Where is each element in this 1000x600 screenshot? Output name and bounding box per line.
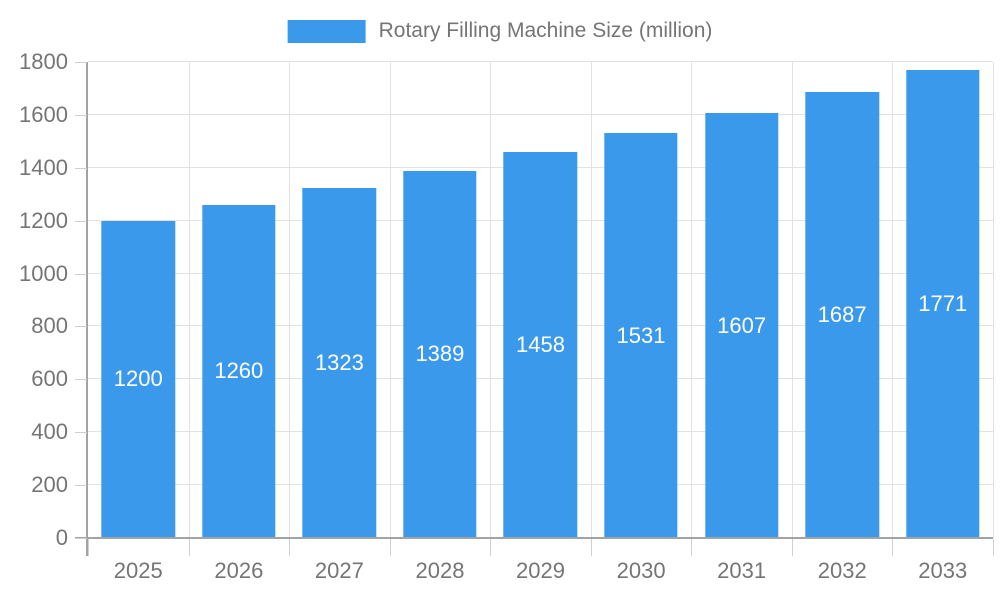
x-tick-mark (389, 539, 391, 556)
x-tick-mark (691, 539, 693, 556)
bar-value-label: 1389 (415, 341, 465, 367)
x-tick-label: 2031 (717, 558, 767, 583)
legend-swatch-icon (287, 19, 366, 43)
bar-2030: 1531 (604, 133, 678, 538)
gridline-vertical (993, 62, 994, 538)
x-axis-line (75, 537, 993, 539)
y-tick-label: 0 (55, 525, 68, 550)
bar-2033: 1771 (906, 69, 980, 538)
y-tick-mark (75, 220, 87, 222)
bar-2027: 1323 (302, 188, 377, 538)
legend[interactable]: Rotary Filling Machine Size (million) (287, 19, 713, 43)
x-tick-label: 2025 (113, 558, 163, 583)
x-tick-mark (590, 539, 592, 556)
x-tick-label: 2026 (214, 558, 264, 583)
x-tick-mark (490, 539, 492, 556)
y-axis-line (86, 62, 88, 556)
y-tick-mark (75, 273, 87, 275)
gridline-vertical (691, 62, 693, 538)
bar-slot-2027: 1323 (289, 62, 390, 538)
y-axis-labels: 0 200 400 600 800 1000 1200 1400 1600 1800 (0, 51, 68, 549)
y-tick-mark (75, 432, 87, 434)
gridline-vertical (389, 62, 391, 538)
x-tick-label: 2032 (817, 558, 867, 583)
bar-2025: 1200 (101, 220, 175, 538)
x-tick-label: 2027 (314, 558, 364, 583)
x-tick-label: 2030 (616, 558, 666, 583)
x-tick-label: 2033 (918, 558, 968, 583)
y-tick-label: 800 (31, 313, 68, 339)
gridline-vertical (490, 62, 492, 538)
bar-2029: 1458 (503, 152, 578, 538)
bar-value-label: 1771 (918, 290, 968, 316)
bar-slot-2030: 1531 (591, 62, 692, 538)
bar-slot-2028: 1389 (390, 62, 491, 538)
bar-2028: 1389 (403, 170, 477, 538)
y-tick-mark (75, 538, 87, 539)
y-tick-mark (75, 62, 87, 63)
bar-2031: 1607 (704, 113, 779, 538)
x-tick-mark (188, 539, 190, 556)
y-tick-mark (75, 379, 87, 381)
plot-area: 1200 1260 1323 1389 1458 1531 1607 1687 1771 (88, 61, 994, 538)
bar-value-label: 1607 (717, 312, 767, 338)
legend-label: Rotary Filling Machine Size (million) (378, 19, 713, 42)
bar-value-label: 1260 (214, 358, 264, 384)
bar-slot-2031: 1607 (691, 62, 792, 538)
bar-value-label: 1687 (817, 301, 867, 327)
y-tick-label: 600 (31, 366, 68, 392)
y-tick-label: 1200 (19, 207, 68, 233)
y-tick-label: 400 (31, 419, 68, 445)
bar-slot-2029: 1458 (490, 62, 591, 538)
x-tick-mark (892, 539, 894, 556)
x-tick-mark (791, 539, 793, 556)
y-tick-label: 1600 (19, 101, 68, 127)
y-tick-label: 1400 (19, 154, 68, 180)
x-tick-mark (88, 539, 89, 556)
y-tick-mark (75, 326, 87, 328)
bar-slot-2032: 1687 (792, 62, 893, 538)
x-tick-mark (993, 539, 994, 556)
x-axis-labels: 2025 2026 2027 2028 2029 2030 2031 2032 2033 (88, 558, 993, 584)
y-tick-label: 200 (31, 472, 68, 498)
x-tick-mark (289, 539, 291, 556)
y-tick-label: 1000 (19, 260, 68, 286)
bar-slot-2026: 1260 (189, 62, 290, 538)
x-tick-label: 2029 (516, 558, 565, 583)
x-tick-label: 2028 (415, 558, 465, 583)
gridline-horizontal (88, 61, 993, 62)
bar-value-label: 1200 (113, 366, 163, 392)
bar-2032: 1687 (805, 91, 879, 538)
gridline-vertical (590, 62, 592, 538)
bar-slot-2033: 1771 (892, 62, 993, 538)
bar-value-label: 1531 (616, 322, 666, 348)
y-tick-mark (75, 485, 87, 487)
y-tick-label: 1800 (19, 49, 68, 74)
gridline-horizontal (88, 113, 993, 115)
bar-slot-2025: 1200 (88, 62, 189, 538)
bar-2026: 1260 (202, 204, 276, 538)
bar-value-label: 1458 (516, 332, 565, 358)
gridline-vertical (791, 62, 793, 538)
gridline-vertical (892, 62, 894, 538)
gridline-vertical (289, 62, 291, 538)
bar-value-label: 1323 (314, 350, 364, 376)
y-tick-mark (75, 167, 87, 169)
gridline-vertical (188, 62, 190, 538)
y-tick-mark (75, 114, 87, 116)
